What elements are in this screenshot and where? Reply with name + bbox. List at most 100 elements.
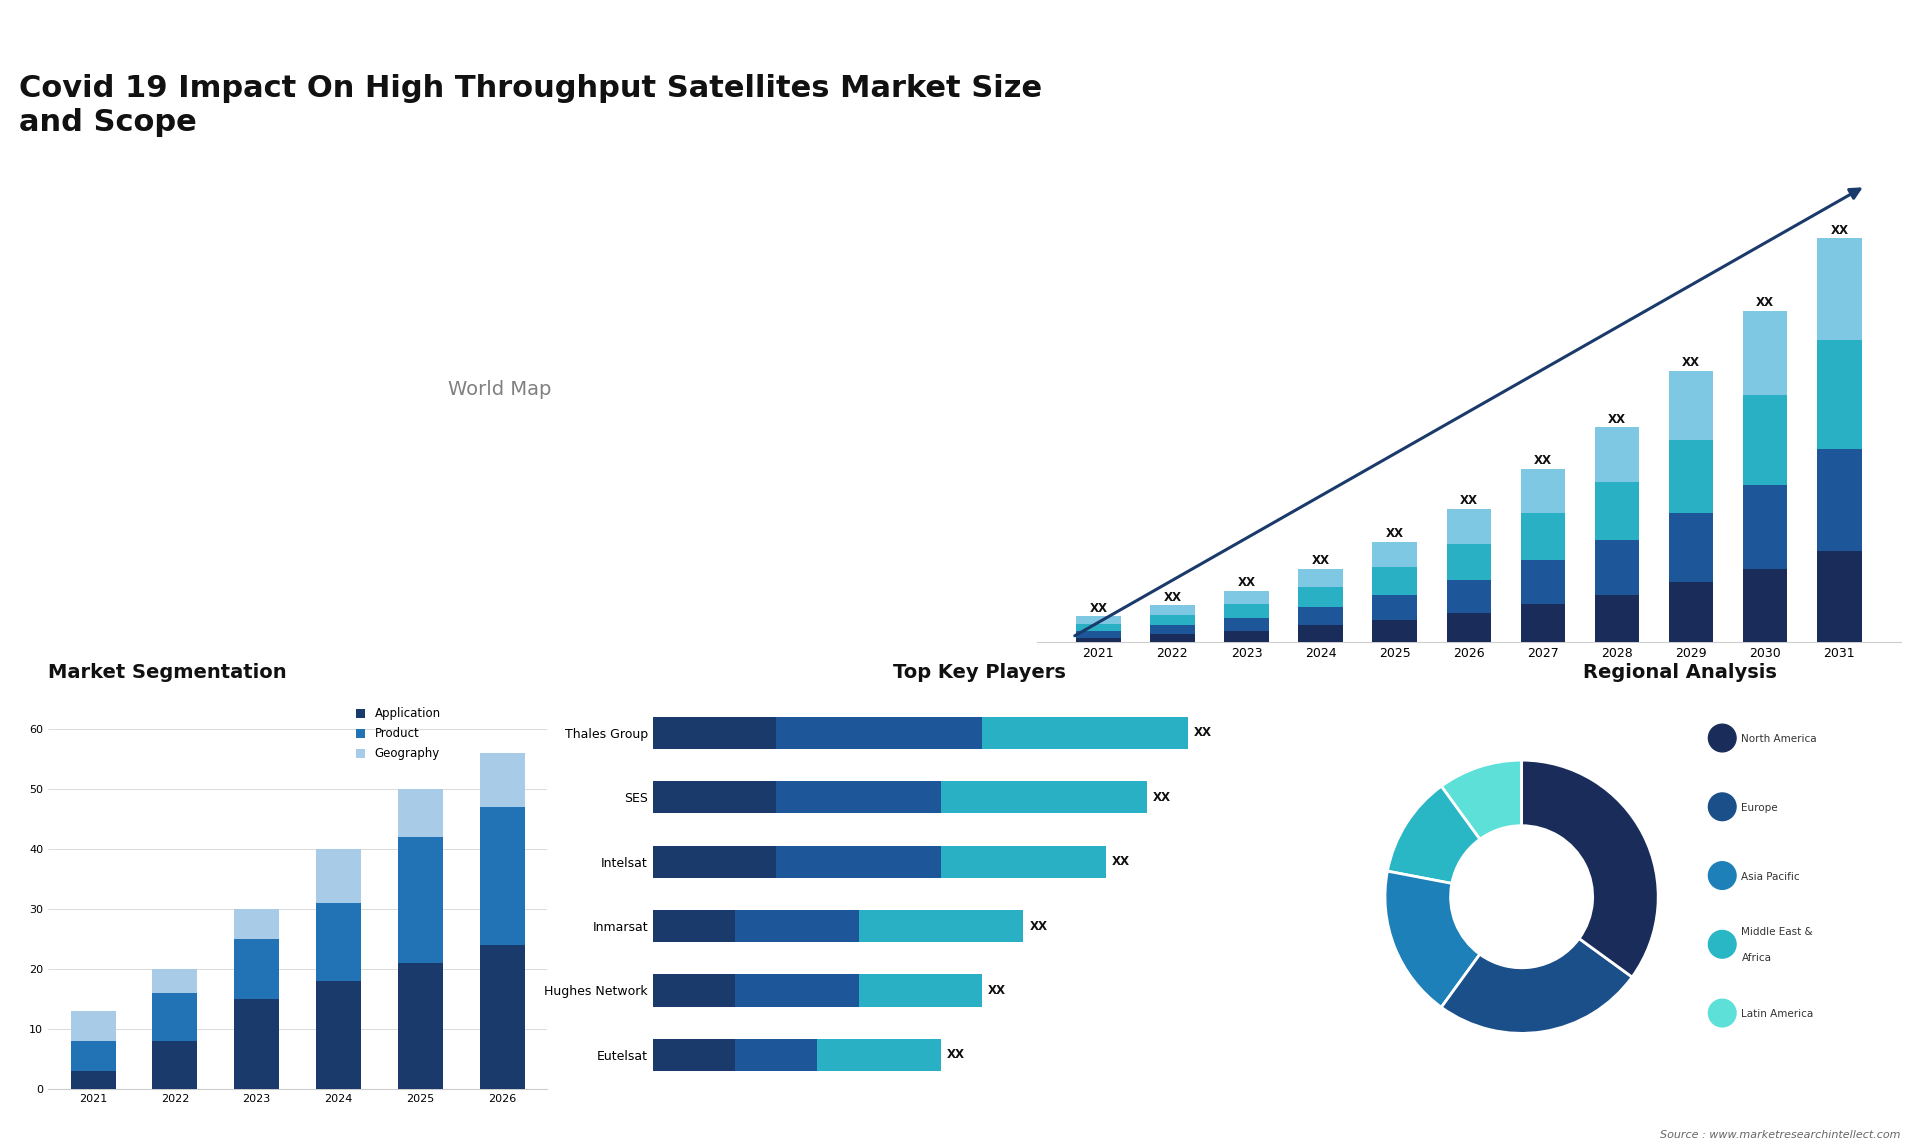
Bar: [1816, 449, 1862, 551]
Bar: [1816, 340, 1862, 449]
Text: MARKET
RESEARCH
INTELLECT: MARKET RESEARCH INTELLECT: [1707, 53, 1770, 91]
Bar: [152, 968, 198, 992]
Wedge shape: [1442, 939, 1632, 1034]
Bar: [983, 716, 1188, 749]
Bar: [234, 939, 278, 999]
Bar: [1596, 427, 1640, 481]
Text: North America: North America: [1741, 735, 1816, 744]
Text: XX: XX: [1534, 454, 1551, 468]
Text: XX: XX: [1607, 413, 1626, 425]
Bar: [653, 910, 735, 942]
Bar: [735, 1038, 818, 1072]
Wedge shape: [1442, 760, 1521, 839]
Circle shape: [1709, 999, 1736, 1027]
Text: Europe: Europe: [1741, 803, 1778, 813]
Bar: [1743, 394, 1788, 486]
Bar: [1075, 630, 1121, 638]
Bar: [735, 974, 858, 1006]
Bar: [1298, 570, 1342, 587]
Text: Source : www.marketresearchintellect.com: Source : www.marketresearchintellect.com: [1661, 1130, 1901, 1140]
Bar: [1150, 614, 1194, 626]
Bar: [1446, 613, 1492, 642]
Text: World Map: World Map: [447, 380, 551, 399]
Text: XX: XX: [1164, 590, 1181, 604]
Bar: [1521, 604, 1565, 642]
Text: Africa: Africa: [1741, 953, 1772, 964]
Bar: [71, 1070, 115, 1089]
Text: Covid 19 Impact On High Throughput Satellites Market Size
and Scope: Covid 19 Impact On High Throughput Satel…: [19, 74, 1043, 138]
Bar: [1446, 543, 1492, 580]
Text: XX: XX: [1830, 223, 1849, 236]
Bar: [1225, 604, 1269, 618]
Bar: [1521, 560, 1565, 604]
Bar: [941, 846, 1106, 878]
Bar: [397, 963, 444, 1089]
Bar: [71, 1041, 115, 1070]
Bar: [653, 974, 735, 1006]
Bar: [317, 903, 361, 981]
Bar: [1446, 509, 1492, 543]
Bar: [776, 716, 983, 749]
Bar: [397, 837, 444, 963]
Bar: [1521, 512, 1565, 560]
Bar: [152, 1041, 198, 1089]
Bar: [480, 753, 524, 807]
Bar: [1816, 238, 1862, 340]
Bar: [1225, 618, 1269, 630]
Circle shape: [1709, 862, 1736, 889]
Bar: [317, 849, 361, 903]
Bar: [776, 782, 941, 814]
Bar: [1150, 635, 1194, 642]
Bar: [1150, 605, 1194, 614]
Bar: [317, 981, 361, 1089]
Bar: [480, 807, 524, 944]
Bar: [1373, 595, 1417, 620]
Text: XX: XX: [1386, 527, 1404, 540]
Bar: [1373, 620, 1417, 642]
Bar: [653, 846, 776, 878]
Bar: [1596, 540, 1640, 595]
Bar: [776, 846, 941, 878]
Bar: [1816, 551, 1862, 642]
Bar: [397, 788, 444, 837]
Bar: [1298, 587, 1342, 607]
Wedge shape: [1523, 760, 1659, 978]
Bar: [1743, 570, 1788, 642]
Wedge shape: [1388, 786, 1480, 884]
Bar: [1225, 591, 1269, 604]
Circle shape: [1709, 724, 1736, 752]
Bar: [653, 782, 776, 814]
Bar: [1668, 582, 1713, 642]
Text: Regional Analysis: Regional Analysis: [1584, 662, 1776, 682]
Bar: [1150, 626, 1194, 635]
Wedge shape: [1384, 871, 1480, 1007]
Bar: [941, 782, 1146, 814]
Bar: [1075, 638, 1121, 642]
Bar: [858, 974, 983, 1006]
Bar: [1298, 607, 1342, 626]
Bar: [1373, 542, 1417, 567]
Legend: Application, Product, Geography: Application, Product, Geography: [353, 705, 444, 763]
Bar: [1743, 311, 1788, 394]
Bar: [1075, 623, 1121, 630]
Bar: [1446, 580, 1492, 613]
Bar: [152, 992, 198, 1041]
Text: XX: XX: [1194, 727, 1212, 739]
Text: Asia Pacific: Asia Pacific: [1741, 872, 1801, 881]
Bar: [1668, 512, 1713, 582]
Text: Market Segmentation: Market Segmentation: [48, 662, 286, 682]
Circle shape: [1709, 931, 1736, 958]
Text: XX: XX: [1311, 555, 1331, 567]
Bar: [735, 910, 858, 942]
Bar: [1298, 626, 1342, 642]
Text: XX: XX: [1029, 919, 1048, 933]
Bar: [480, 944, 524, 1089]
Bar: [653, 716, 776, 749]
Bar: [1521, 469, 1565, 512]
Text: XX: XX: [1089, 602, 1108, 614]
Bar: [858, 910, 1023, 942]
Text: XX: XX: [1757, 296, 1774, 309]
Bar: [818, 1038, 941, 1072]
Bar: [1373, 567, 1417, 595]
Bar: [1668, 440, 1713, 512]
